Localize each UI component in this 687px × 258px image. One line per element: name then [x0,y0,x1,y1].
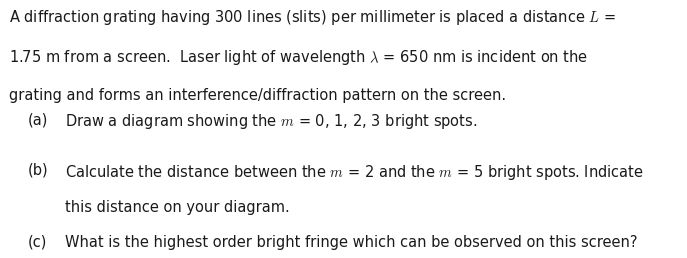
Text: Calculate the distance between the $m$ = 2 and the $m$ = 5 bright spots. Indicat: Calculate the distance between the $m$ =… [65,163,644,182]
Text: A diffraction grating having 300 lines (slits) per millimeter is placed a distan: A diffraction grating having 300 lines (… [9,8,616,27]
Text: What is the highest order bright fringe which can be observed on this screen?: What is the highest order bright fringe … [65,235,638,250]
Text: (a): (a) [27,112,48,127]
Text: 1.75 m from a screen.  Laser light of wavelength $\lambda$ = 650 nm is incident : 1.75 m from a screen. Laser light of wav… [9,48,588,67]
Text: grating and forms an interference/diffraction pattern on the screen.: grating and forms an interference/diffra… [9,88,506,103]
Text: (b): (b) [27,163,48,178]
Text: this distance on your diagram.: this distance on your diagram. [65,200,290,215]
Text: (c): (c) [27,235,47,250]
Text: Draw a diagram showing the $m$ = 0, 1, 2, 3 bright spots.: Draw a diagram showing the $m$ = 0, 1, 2… [65,112,477,131]
